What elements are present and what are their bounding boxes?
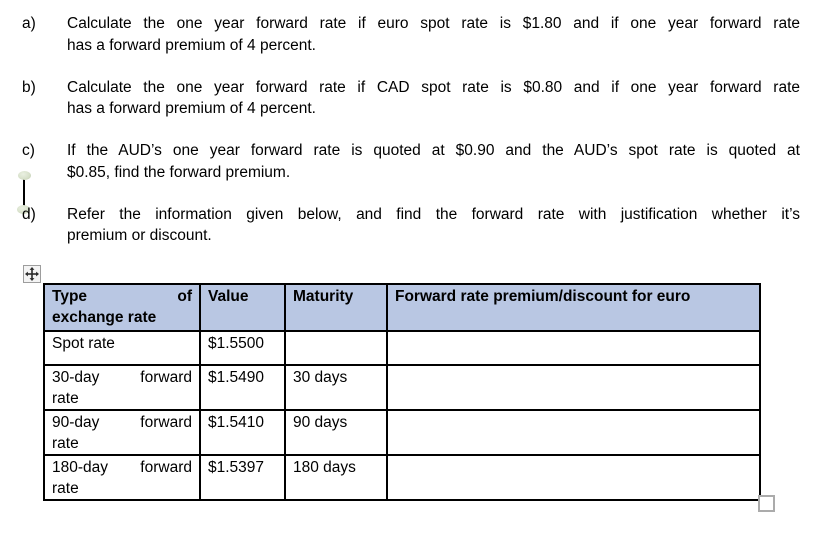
table-cell[interactable]: Spot rate — [43, 330, 201, 366]
table-cell[interactable] — [386, 454, 761, 501]
marker-line — [23, 179, 25, 207]
question-item: b) Calculate the one year forward rate if… — [22, 77, 800, 120]
table-body: Type of exchange rate Value Maturity Forward… — [43, 283, 761, 501]
cell-line: 90-day forward — [52, 414, 192, 431]
question-text: Calculate the one year forward rate if e… — [67, 13, 800, 56]
table-cell[interactable] — [386, 409, 761, 456]
table-cell[interactable]: $1.5397 — [199, 454, 286, 501]
question-line: has a forward premium of 4 percent. — [67, 36, 316, 54]
table-resize-handle[interactable] — [758, 495, 775, 512]
question-line: If the AUD’s one year forward rate is qu… — [67, 142, 800, 159]
header-line: exchange rate — [52, 309, 157, 326]
question-line: $0.85, find the forward premium. — [67, 163, 291, 181]
table-cell[interactable]: 30 days — [284, 364, 388, 411]
table-row: 180-day forward rate $1.5397 180 days — [43, 454, 761, 501]
cell-line: 30-day forward — [52, 369, 192, 386]
question-line: has a forward premium of 4 percent. — [67, 100, 316, 117]
question-item: a) Calculate the one year forward rate if… — [22, 13, 800, 56]
table-move-handle[interactable] — [23, 265, 41, 283]
cell-line: $1.5410 — [208, 414, 265, 431]
marker-dot-top-icon — [18, 171, 31, 180]
column-header: Maturity — [284, 283, 388, 332]
question-label: c) — [22, 142, 35, 159]
column-header: Type of exchange rate — [43, 283, 201, 332]
cell-line: 180-day forward — [52, 459, 192, 476]
cell-line: rate — [52, 480, 79, 497]
table-cell[interactable] — [386, 364, 761, 411]
question-label: b) — [22, 78, 36, 96]
header-line: Forward rate premium/discount for euro — [395, 288, 691, 305]
header-line: Value — [208, 288, 249, 305]
question-list: a) Calculate the one year forward rate if… — [22, 13, 800, 267]
table-cell[interactable]: 90 days — [284, 409, 388, 456]
cell-line: 90 days — [293, 414, 348, 431]
question-text: If the AUD’s one year forward rate is qu… — [67, 140, 800, 183]
question-label: a) — [22, 15, 36, 32]
column-header: Value — [199, 283, 286, 332]
table-cell[interactable] — [386, 330, 761, 366]
exchange-rate-table: Type of exchange rate Value Maturity Forward… — [43, 283, 761, 501]
cell-line: $1.5490 — [208, 369, 265, 386]
question-line: Calculate the one year forward rate if C… — [67, 78, 800, 96]
header-line: Type of — [52, 288, 192, 305]
cell-line: $1.5397 — [208, 459, 265, 476]
cell-line: $1.5500 — [208, 335, 265, 352]
drag-handle-marker[interactable] — [15, 169, 35, 217]
question-text: Calculate the one year forward rate if C… — [67, 77, 800, 120]
question-item: c) If the AUD’s one year forward rate is … — [22, 140, 800, 183]
header-row: Type of exchange rate Value Maturity Forward… — [43, 283, 761, 332]
table-row: 90-day forward rate $1.5410 90 days — [43, 409, 761, 456]
cell-line: rate — [52, 390, 79, 407]
question-line: premium or discount. — [67, 227, 212, 244]
header-line: Maturity — [293, 288, 354, 305]
table-cell[interactable] — [284, 330, 388, 366]
cell-line: 30 days — [293, 369, 348, 386]
cell-line: rate — [52, 435, 79, 452]
move-icon — [25, 267, 39, 281]
table-cell[interactable]: 180-day forward rate — [43, 454, 201, 501]
question-item: d) Refer the information given below, and… — [22, 204, 800, 247]
marker-dot-bottom-icon — [17, 205, 30, 214]
table-cell[interactable]: 180 days — [284, 454, 388, 501]
table-cell[interactable]: $1.5500 — [199, 330, 286, 366]
table-cell[interactable]: $1.5490 — [199, 364, 286, 411]
table-row: Spot rate $1.5500 — [43, 330, 761, 366]
question-text: Refer the information given below, and f… — [67, 204, 800, 247]
table-cell[interactable]: $1.5410 — [199, 409, 286, 456]
question-line: Calculate the one year forward rate if e… — [67, 15, 800, 32]
table-cell[interactable]: 30-day forward rate — [43, 364, 201, 411]
question-line: Refer the information given below, and f… — [67, 205, 800, 223]
cell-line: 180 days — [293, 459, 356, 476]
question-label: d) — [22, 205, 36, 223]
table-row: 30-day forward rate $1.5490 30 days — [43, 364, 761, 411]
table-cell[interactable]: 90-day forward rate — [43, 409, 201, 456]
column-header: Forward rate premium/discount for euro — [386, 283, 761, 332]
cell-line: Spot rate — [52, 335, 115, 352]
